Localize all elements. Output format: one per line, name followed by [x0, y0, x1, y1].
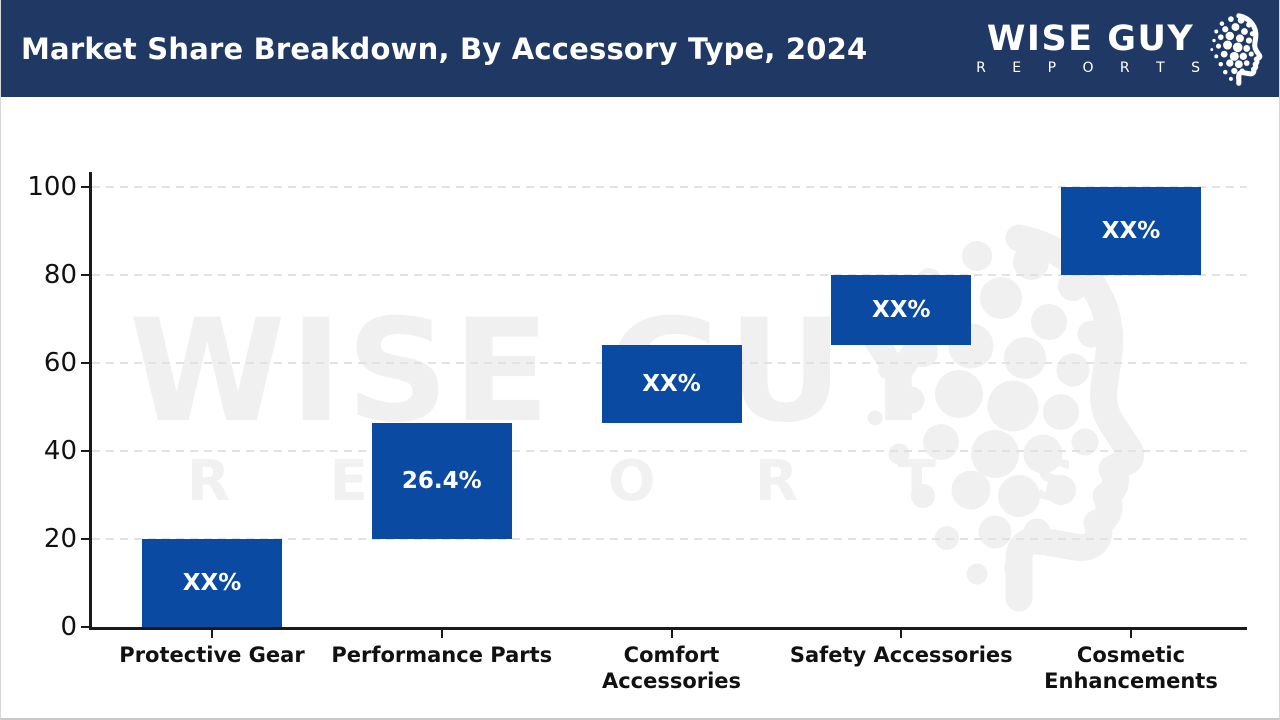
- y-axis-tick-mark: [81, 626, 89, 628]
- gridline-y-40: [91, 450, 1247, 452]
- logo-text-block: WISE GUY R E P O R T S: [970, 19, 1211, 76]
- y-axis-tick-label: 80: [43, 260, 77, 290]
- bar-safety-accessories: XX%: [831, 275, 972, 345]
- dotted-face-profile-icon: [1205, 11, 1267, 87]
- y-axis-tick-mark: [81, 450, 89, 452]
- bar-comfort-accessories: XX%: [601, 344, 742, 423]
- x-axis-tick-mark: [900, 629, 903, 638]
- bar-value-label: 26.4%: [401, 467, 482, 494]
- bar-value-label: XX%: [1101, 218, 1161, 244]
- y-axis-tick-label: 20: [43, 524, 77, 554]
- bar-cosmetic-enhancements: XX%: [1061, 187, 1201, 275]
- category-label-protective-gear: Protective Gear: [119, 643, 305, 667]
- y-axis-tick-label: 40: [43, 436, 77, 466]
- y-axis-line: [89, 172, 92, 630]
- chart-title: Market Share Breakdown, By Accessory Typ…: [21, 31, 868, 66]
- header-band: Market Share Breakdown, By Accessory Typ…: [1, 0, 1279, 97]
- bar-value-label: XX%: [182, 570, 242, 596]
- x-axis-tick-mark: [1130, 629, 1132, 638]
- y-axis-tick-label: 60: [43, 348, 77, 378]
- y-axis-tick-mark: [81, 362, 89, 364]
- category-label-comfort-accessories: Comfort Accessories: [601, 643, 742, 693]
- gridline-y-80: [91, 274, 1247, 276]
- y-axis-tick-label: 100: [27, 172, 77, 202]
- x-axis-tick-mark: [670, 629, 673, 638]
- bar-protective-gear: XX%: [142, 539, 282, 627]
- category-label-safety-accessories: Safety Accessories: [789, 643, 1013, 667]
- waterfall-chart: 0 20 40 60 80 100 XX% Protective Gear 26.4% Perfo…: [1, 97, 1279, 718]
- x-axis-tick-mark: [440, 629, 443, 638]
- logo-reports-text: R E P O R T S: [976, 60, 1211, 76]
- gridline-y-20: [91, 538, 1247, 540]
- category-label-cosmetic-enhancements: Cosmetic Enhancements: [1044, 643, 1218, 693]
- y-axis-tick-mark: [81, 186, 89, 188]
- bar-value-label: XX%: [871, 296, 931, 323]
- category-label-performance-parts: Performance Parts: [331, 643, 553, 667]
- bar-value-label: XX%: [642, 370, 701, 397]
- y-axis-tick-label: 0: [60, 612, 77, 642]
- logo-brand-text: WISE GUY: [986, 19, 1195, 59]
- y-axis-tick-mark: [81, 538, 89, 540]
- x-axis-tick-mark: [211, 629, 213, 638]
- bar-performance-parts: 26.4%: [371, 422, 512, 539]
- chart-plot-region: WISE GUY R E P O R T S 0 20 40 60 80 100 XX% Pr…: [1, 97, 1279, 718]
- gridline-y-100: [91, 186, 1247, 188]
- y-axis-tick-mark: [81, 274, 89, 276]
- x-axis-line: [89, 627, 1247, 630]
- wise-guy-reports-logo: WISE GUY R E P O R T S: [970, 11, 1267, 87]
